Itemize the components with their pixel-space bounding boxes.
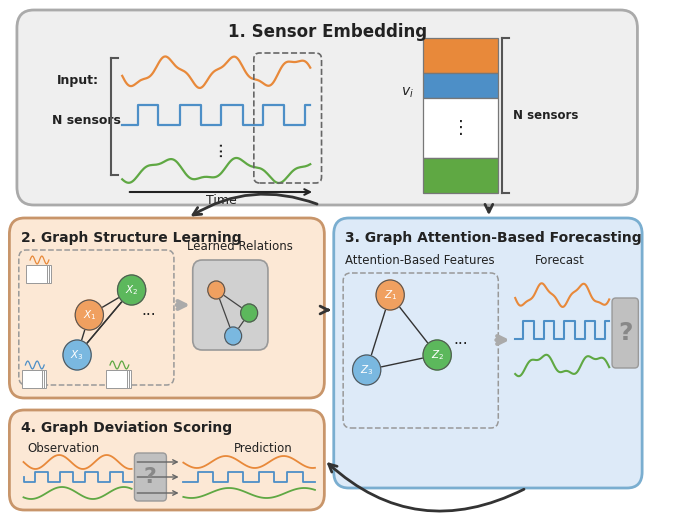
Text: Observation: Observation <box>28 441 100 454</box>
Text: N sensors: N sensors <box>514 109 578 122</box>
Circle shape <box>225 327 242 345</box>
FancyBboxPatch shape <box>423 98 498 158</box>
Text: Learned Relations: Learned Relations <box>187 239 293 252</box>
FancyBboxPatch shape <box>193 260 268 350</box>
Text: ?: ? <box>144 467 157 487</box>
Circle shape <box>75 300 104 330</box>
Text: N sensors: N sensors <box>52 113 120 126</box>
FancyBboxPatch shape <box>25 370 46 388</box>
FancyBboxPatch shape <box>108 370 129 388</box>
FancyBboxPatch shape <box>24 370 44 388</box>
Text: ⋮: ⋮ <box>452 119 470 137</box>
Text: Forecast: Forecast <box>535 253 585 266</box>
Circle shape <box>423 340 451 370</box>
Circle shape <box>208 281 225 299</box>
Circle shape <box>353 355 381 385</box>
Text: 1. Sensor Embedding: 1. Sensor Embedding <box>228 23 427 41</box>
FancyBboxPatch shape <box>110 370 131 388</box>
Text: $v_i$: $v_i$ <box>401 86 413 100</box>
Text: ...: ... <box>453 333 468 348</box>
Text: $X_3$: $X_3$ <box>70 348 84 362</box>
Text: $Z_1$: $Z_1$ <box>383 288 397 302</box>
FancyBboxPatch shape <box>17 10 638 205</box>
FancyBboxPatch shape <box>334 218 642 488</box>
Text: ...: ... <box>141 303 156 318</box>
Text: 3. Graph Attention-Based Forecasting: 3. Graph Attention-Based Forecasting <box>345 231 642 245</box>
Text: ?: ? <box>618 321 633 345</box>
Circle shape <box>241 304 258 322</box>
Text: Input:: Input: <box>56 74 98 87</box>
FancyBboxPatch shape <box>134 453 166 501</box>
Text: Prediction: Prediction <box>234 441 292 454</box>
FancyBboxPatch shape <box>26 265 47 283</box>
FancyBboxPatch shape <box>22 370 42 388</box>
Circle shape <box>376 280 404 310</box>
Text: Attention-Based Features: Attention-Based Features <box>345 253 495 266</box>
FancyBboxPatch shape <box>423 38 498 73</box>
Text: 2. Graph Structure Learning: 2. Graph Structure Learning <box>21 231 242 245</box>
Circle shape <box>63 340 91 370</box>
Text: $X_2$: $X_2$ <box>125 283 139 297</box>
FancyBboxPatch shape <box>423 158 498 193</box>
FancyBboxPatch shape <box>423 73 498 98</box>
Text: $Z_2$: $Z_2$ <box>431 348 444 362</box>
Text: ...: ... <box>207 139 226 156</box>
FancyBboxPatch shape <box>30 265 51 283</box>
Text: $X_1$: $X_1$ <box>83 308 96 322</box>
Text: 4. Graph Deviation Scoring: 4. Graph Deviation Scoring <box>21 421 232 435</box>
FancyBboxPatch shape <box>612 298 638 368</box>
FancyBboxPatch shape <box>10 218 324 398</box>
Text: $Z_3$: $Z_3$ <box>360 363 373 377</box>
FancyBboxPatch shape <box>29 265 49 283</box>
Text: Time: Time <box>205 194 237 207</box>
FancyBboxPatch shape <box>106 370 127 388</box>
Circle shape <box>118 275 145 305</box>
FancyBboxPatch shape <box>10 410 324 510</box>
